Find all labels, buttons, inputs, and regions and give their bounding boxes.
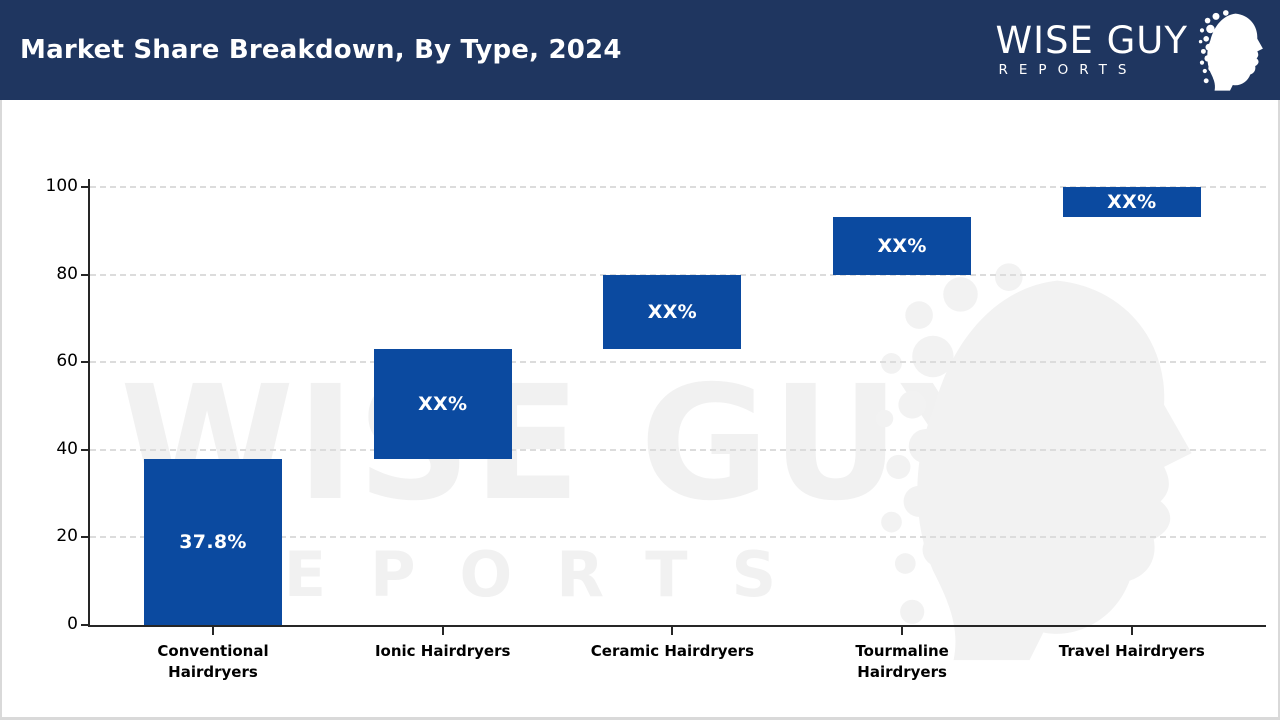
logo-face-icon [1198, 10, 1263, 91]
x-axis-tick-mark [671, 627, 674, 635]
bar-value-label: XX% [647, 301, 698, 324]
y-axis-tick-label: 0 [67, 614, 78, 634]
y-axis-tick-label: 100 [45, 176, 78, 196]
x-axis-tick-mark [212, 627, 214, 635]
gridline-20 [90, 536, 1266, 539]
y-axis-tick-label: 80 [56, 263, 78, 284]
x-axis-tick-mark [901, 627, 904, 635]
plot-layer: 0 20 40 60 80 100 37.8% Conventional Hairdryers… [2, 100, 1278, 717]
x-axis-category-label: Travel Hairdryers [1058, 642, 1205, 660]
bar-segment: XX% [1062, 187, 1201, 217]
logo-primary-text: WISE GUY [995, 19, 1188, 63]
bar-segment: XX% [603, 275, 742, 350]
bar-segment: XX% [373, 349, 512, 460]
y-axis-tick-mark [81, 361, 90, 364]
y-axis-tick-mark [81, 536, 90, 539]
x-axis-category-label: Ionic Hairdryers [374, 642, 511, 660]
y-axis-tick-mark [81, 624, 90, 626]
bar-value-label: XX% [1107, 190, 1157, 213]
x-axis-tick-mark [1130, 627, 1133, 635]
y-axis-line [88, 179, 90, 627]
y-axis-tick-mark [81, 273, 90, 276]
x-axis-category-label: Conventional Hairdryers [157, 642, 269, 681]
logo-secondary-text: REPORTS [998, 62, 1138, 79]
gridline-40 [90, 448, 1266, 451]
x-axis-line [88, 625, 1266, 627]
chart-area: WISE GUY REPORTS 0 20 40 60 80 100 37.8% Conven… [0, 100, 1280, 720]
bar-value-label: 37.8% [179, 531, 247, 554]
gridline-80 [90, 273, 1266, 276]
y-axis-tick-label: 60 [56, 351, 78, 372]
y-axis-tick-label: 20 [56, 526, 78, 547]
x-axis-tick-mark [441, 627, 444, 635]
gridline-100 [90, 186, 1266, 188]
y-axis-tick-mark [81, 186, 90, 188]
logo-text: WISE GUY REPORTS [996, 22, 1188, 78]
gridline-60 [90, 361, 1266, 364]
bar-segment: XX% [833, 216, 972, 276]
x-axis-category-label: Ceramic Hairdryers [590, 642, 754, 660]
bar-value-label: XX% [418, 393, 468, 416]
wiseguy-logo: WISE GUY REPORTS [996, 8, 1266, 92]
x-axis-category-label: Tourmaline Hairdryers [855, 642, 949, 681]
y-axis-tick-mark [81, 448, 90, 451]
header-bar: Market Share Breakdown, By Type, 2024 WI… [0, 0, 1280, 100]
bar-value-label: XX% [877, 235, 927, 258]
y-axis-tick-label: 40 [56, 438, 78, 459]
page-title: Market Share Breakdown, By Type, 2024 [20, 35, 622, 65]
bar-segment: 37.8% [144, 459, 282, 625]
